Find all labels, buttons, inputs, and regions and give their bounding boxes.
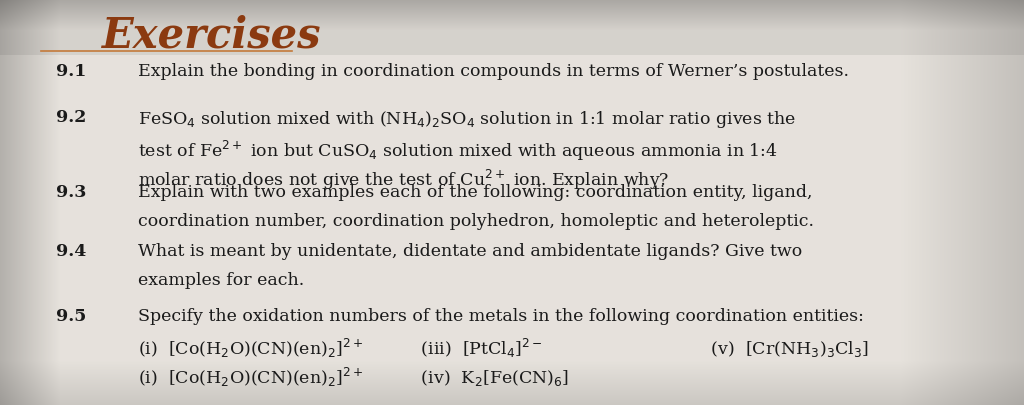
Text: coordination number, coordination polyhedron, homoleptic and heteroleptic.: coordination number, coordination polyhe… — [138, 213, 814, 230]
Text: (i)  [Co(H$_2$O)(CN)(en)$_2$]$^{2+}$          (iv)  K$_2$[Fe(CN)$_6$]: (i) [Co(H$_2$O)(CN)(en)$_2$]$^{2+}$ (iv)… — [138, 366, 569, 389]
Text: Specify the oxidation numbers of the metals in the following coordination entiti: Specify the oxidation numbers of the met… — [138, 308, 864, 325]
Text: What is meant by unidentate, didentate and ambidentate ligands? Give two: What is meant by unidentate, didentate a… — [138, 243, 803, 260]
Text: 9.1: 9.1 — [56, 63, 87, 80]
Text: 9.4: 9.4 — [56, 243, 87, 260]
Text: FeSO$_4$ solution mixed with (NH$_4$)$_2$SO$_4$ solution in 1:1 molar ratio give: FeSO$_4$ solution mixed with (NH$_4$)$_2… — [138, 109, 797, 130]
Text: molar ratio does not give the test of Cu$^{2+}$ ion. Explain why?: molar ratio does not give the test of Cu… — [138, 168, 670, 192]
Text: Explain with two examples each of the following: coordination entity, ligand,: Explain with two examples each of the fo… — [138, 184, 813, 201]
Text: (i)  [Co(H$_2$O)(CN)(en)$_2$]$^{2+}$          (iii)  [PtCl$_4$]$^{2-}$          : (i) [Co(H$_2$O)(CN)(en)$_2$]$^{2+}$ (iii… — [138, 337, 869, 360]
Text: examples for each.: examples for each. — [138, 272, 304, 289]
Text: 9.2: 9.2 — [56, 109, 87, 126]
Text: test of Fe$^{2+}$ ion but CuSO$_4$ solution mixed with aqueous ammonia in 1:4: test of Fe$^{2+}$ ion but CuSO$_4$ solut… — [138, 139, 778, 163]
Text: 9.5: 9.5 — [56, 308, 87, 325]
Text: 9.3: 9.3 — [56, 184, 87, 201]
Text: Explain the bonding in coordination compounds in terms of Werner’s postulates.: Explain the bonding in coordination comp… — [138, 63, 849, 80]
Text: Exercises: Exercises — [102, 14, 322, 56]
